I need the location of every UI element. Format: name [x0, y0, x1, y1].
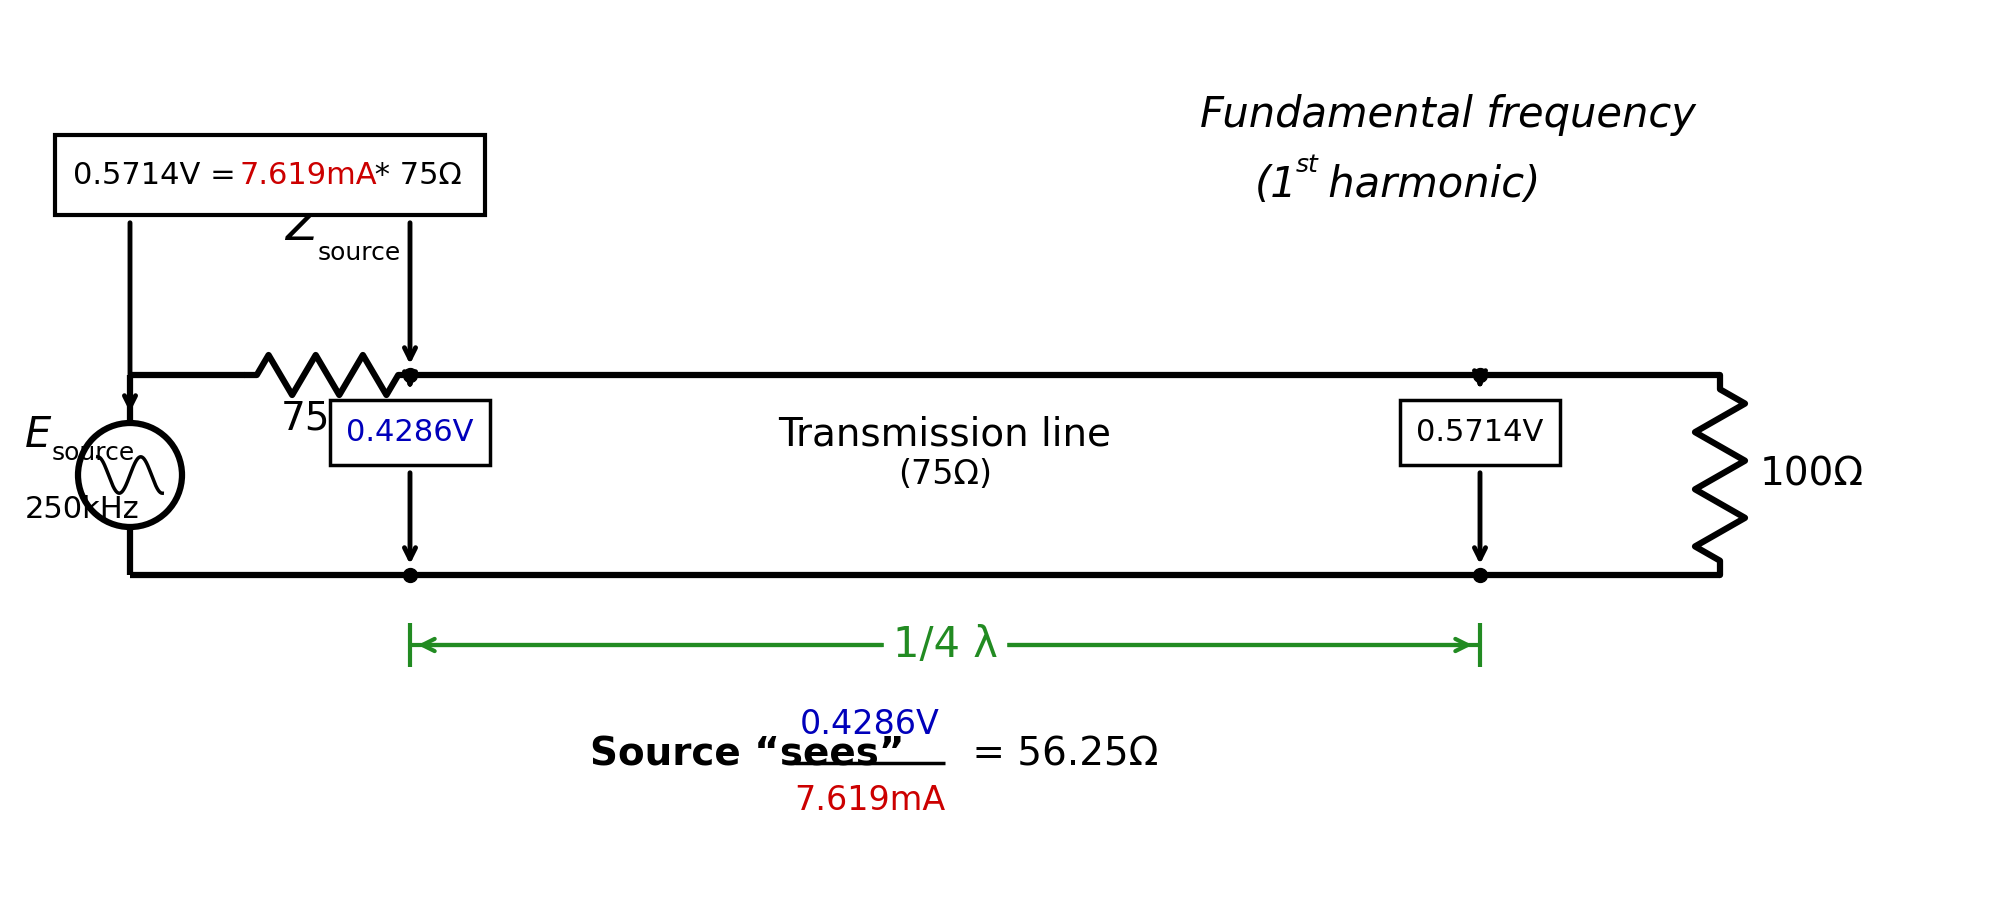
Text: 0.4286V: 0.4286V — [799, 708, 939, 741]
Text: (75Ω): (75Ω) — [897, 458, 991, 491]
Text: source: source — [52, 441, 136, 465]
Text: * 75Ω: * 75Ω — [366, 160, 462, 189]
Text: = 56.25Ω: = 56.25Ω — [959, 736, 1157, 774]
Text: 0.5714V =: 0.5714V = — [74, 160, 246, 189]
Text: Fundamental frequency: Fundamental frequency — [1199, 94, 1694, 136]
Text: (1: (1 — [1255, 164, 1297, 206]
Text: E: E — [26, 414, 52, 456]
Text: 0.4286V: 0.4286V — [346, 418, 474, 447]
Text: 7.619mA: 7.619mA — [240, 160, 378, 189]
Text: source: source — [318, 241, 402, 265]
Text: st: st — [1295, 153, 1319, 177]
Text: Transmission line: Transmission line — [777, 416, 1111, 454]
FancyBboxPatch shape — [1399, 400, 1558, 465]
Text: 7.619mA: 7.619mA — [793, 784, 945, 817]
Text: 75Ω: 75Ω — [280, 401, 360, 439]
FancyBboxPatch shape — [56, 135, 486, 215]
Text: harmonic): harmonic) — [1315, 164, 1540, 206]
Text: 0.5714V: 0.5714V — [1417, 418, 1542, 447]
Text: 100Ω: 100Ω — [1758, 456, 1864, 494]
Text: Z: Z — [286, 205, 318, 250]
Text: 1/4 λ: 1/4 λ — [893, 624, 997, 666]
FancyBboxPatch shape — [330, 400, 490, 465]
Text: 250kHz: 250kHz — [26, 496, 140, 524]
Text: Source “sees”: Source “sees” — [589, 736, 903, 774]
